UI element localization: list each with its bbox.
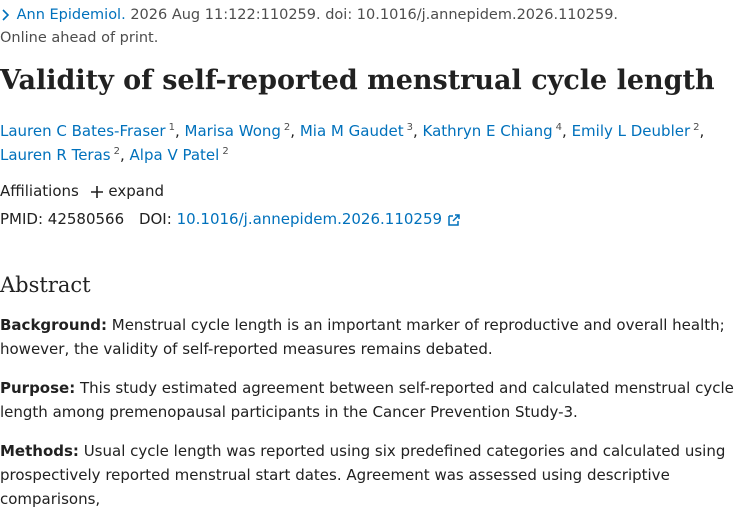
external-link-icon bbox=[448, 213, 460, 226]
affiliation-number: 4 bbox=[555, 122, 562, 133]
affiliation-number: 3 bbox=[406, 122, 413, 133]
pmid-label: PMID: bbox=[0, 210, 44, 228]
affiliation-number: 2 bbox=[693, 122, 700, 133]
section-text: Menstrual cycle length is an important m… bbox=[0, 316, 725, 358]
section-label: Background: bbox=[0, 316, 107, 334]
section-label: Methods: bbox=[0, 442, 79, 460]
publication-status: Online ahead of print. bbox=[0, 30, 159, 46]
doi-link[interactable]: 10.1016/j.annepidem.2026.110259 bbox=[177, 210, 461, 228]
section-text: Usual cycle length was reported using si… bbox=[0, 442, 726, 508]
author-link[interactable]: Emily L Deubler bbox=[571, 122, 691, 140]
doi-label: DOI: bbox=[138, 210, 172, 228]
author-separator: , bbox=[290, 122, 296, 140]
article-title: Validity of self-reported menstrual cycl… bbox=[0, 65, 715, 96]
author-separator: , bbox=[174, 122, 180, 140]
author-link[interactable]: Lauren C Bates-Fraser bbox=[0, 122, 166, 140]
author-separator: , bbox=[412, 122, 418, 140]
abstract-section: Background: Menstrual cycle length is an… bbox=[0, 313, 750, 361]
author-link[interactable]: Marisa Wong bbox=[184, 122, 281, 140]
author-link[interactable]: Kathryn E Chiang bbox=[422, 122, 553, 140]
pmid-value: 42580566 bbox=[47, 210, 125, 228]
section-label: Purpose: bbox=[0, 379, 76, 397]
abstract-section: Purpose: This study estimated agreement … bbox=[0, 376, 750, 424]
section-text: This study estimated agreement between s… bbox=[0, 379, 734, 421]
journal-link[interactable]: Ann Epidemiol. bbox=[16, 7, 126, 23]
plus-icon bbox=[90, 185, 103, 198]
affiliation-number: 1 bbox=[168, 122, 175, 133]
author-separator: , bbox=[699, 122, 705, 140]
author-link[interactable]: Mia M Gaudet bbox=[299, 122, 404, 140]
abstract-heading: Abstract bbox=[0, 273, 91, 297]
affiliations-row: Affiliations expand bbox=[0, 177, 750, 205]
affiliation-number: 2 bbox=[113, 146, 120, 157]
author-separator: , bbox=[119, 146, 125, 164]
author-link[interactable]: Lauren R Teras bbox=[0, 146, 111, 164]
expand-button[interactable]: expand bbox=[90, 182, 164, 200]
page: Ann Epidemiol. 2026 Aug 11:122:110259. d… bbox=[0, 7, 734, 508]
author-separator: , bbox=[562, 122, 567, 140]
identifiers-row: PMID: 42580566 DOI: 10.1016/j.annepidem.… bbox=[0, 205, 750, 233]
chevron-icon bbox=[2, 9, 10, 21]
citation-details: 2026 Aug 11:122:110259. doi: 10.1016/j.a… bbox=[130, 7, 619, 23]
citation: Ann Epidemiol. 2026 Aug 11:122:110259. d… bbox=[0, 4, 750, 26]
author-list: Lauren C Bates-Fraser 1, Marisa Wong 2, Mi… bbox=[0, 119, 730, 167]
author-link[interactable]: Alpa V Patel bbox=[129, 146, 220, 164]
doi-value: 10.1016/j.annepidem.2026.110259 bbox=[176, 210, 443, 228]
affiliation-number: 2 bbox=[222, 146, 229, 157]
affiliation-number: 2 bbox=[283, 122, 291, 133]
abstract-body: Background: Menstrual cycle length is an… bbox=[0, 313, 750, 511]
affiliations-label: Affiliations bbox=[0, 182, 79, 200]
abstract-section: Methods: Usual cycle length was reported… bbox=[0, 439, 750, 511]
expand-label: expand bbox=[108, 182, 164, 200]
